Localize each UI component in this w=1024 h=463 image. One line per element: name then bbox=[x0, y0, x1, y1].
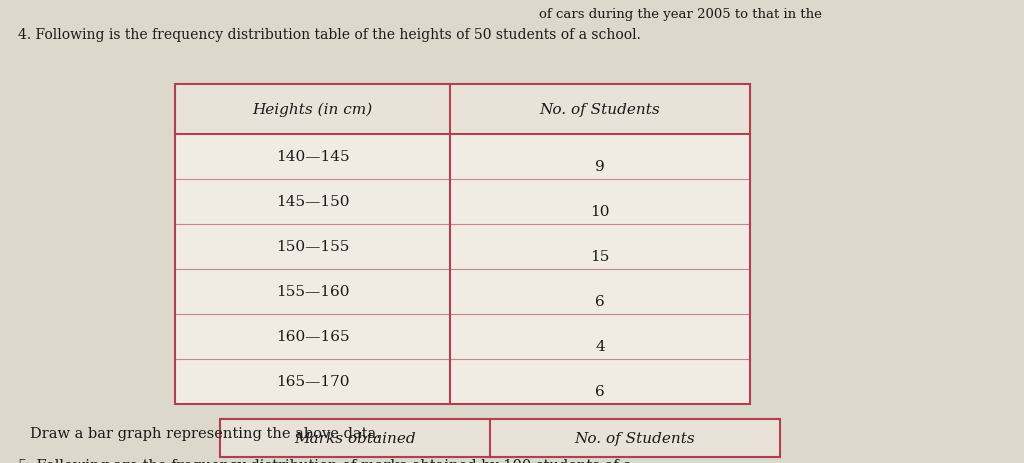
Text: 155—160: 155—160 bbox=[275, 285, 349, 299]
Text: Marks obtained: Marks obtained bbox=[294, 431, 416, 445]
Text: 6: 6 bbox=[595, 384, 605, 398]
Text: 4. Following is the frequency distribution table of the heights of 50 students o: 4. Following is the frequency distributi… bbox=[18, 28, 641, 42]
Text: of cars during the year 2005 to that in the: of cars during the year 2005 to that in … bbox=[539, 8, 821, 21]
Text: 4: 4 bbox=[595, 339, 605, 353]
Bar bbox=[175, 85, 750, 135]
Text: Draw a bar graph representing the above data.: Draw a bar graph representing the above … bbox=[30, 426, 381, 440]
Text: No. of Students: No. of Students bbox=[540, 103, 660, 117]
Text: 5. Following are the frequency distribution of marks obtained by 100 students of: 5. Following are the frequency distribut… bbox=[18, 458, 632, 463]
Text: 10: 10 bbox=[590, 205, 609, 219]
Text: 15: 15 bbox=[590, 250, 609, 263]
Text: 150—155: 150—155 bbox=[275, 240, 349, 254]
Text: No. of Students: No. of Students bbox=[574, 431, 695, 445]
Bar bbox=[175, 85, 750, 404]
Text: 9: 9 bbox=[595, 160, 605, 174]
Bar bbox=[220, 419, 780, 457]
Text: 145—150: 145—150 bbox=[275, 195, 349, 209]
Text: 140—145: 140—145 bbox=[275, 150, 349, 164]
Text: 165—170: 165—170 bbox=[275, 375, 349, 388]
Text: 6: 6 bbox=[595, 294, 605, 308]
Text: Heights (in cm): Heights (in cm) bbox=[252, 103, 373, 117]
Text: 160—165: 160—165 bbox=[275, 330, 349, 344]
